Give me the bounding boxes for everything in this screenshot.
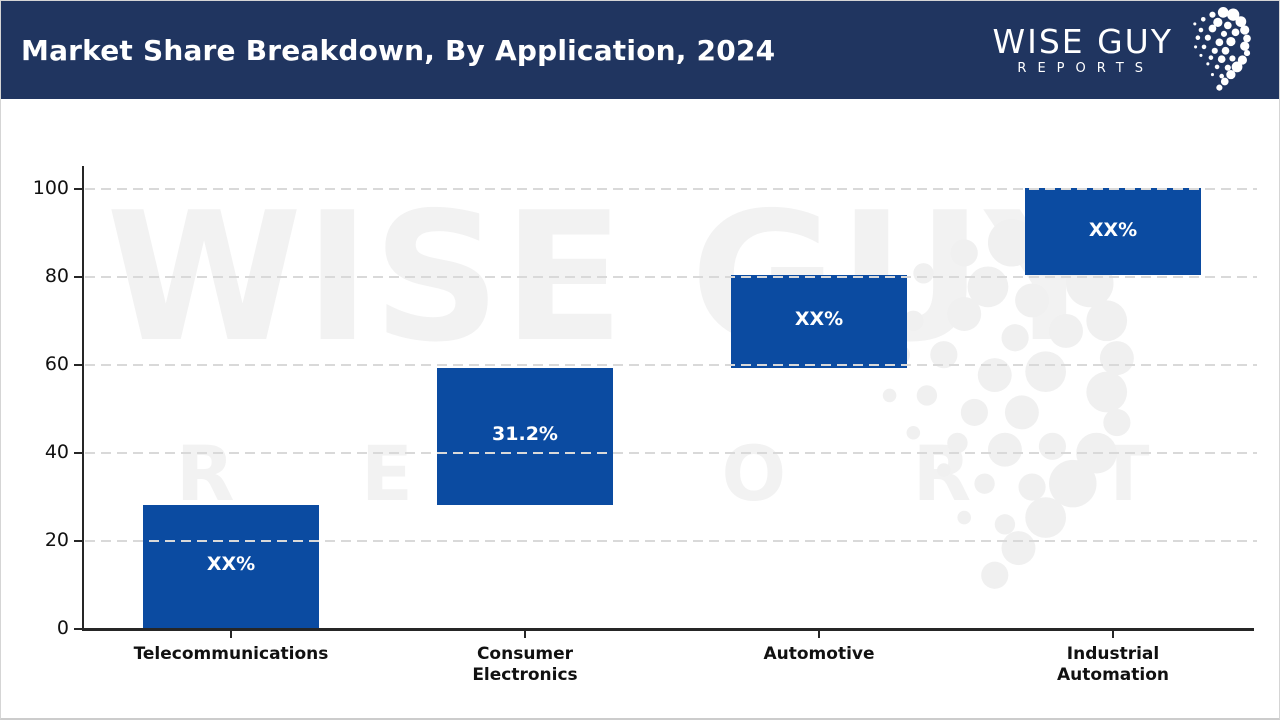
y-tick-label: 100 (32, 177, 69, 199)
brand-name: WISE GUY (992, 21, 1173, 61)
x-category-label: Automation (1057, 665, 1169, 685)
waterfall-chart: WISE GUY R E P O R T S (1, 99, 1279, 718)
bar-value-label: XX% (1088, 218, 1138, 241)
y-tick-mark (74, 452, 82, 454)
y-tick-mark (74, 276, 82, 278)
gridline (85, 188, 1257, 190)
bar-industrial-automation (1025, 188, 1201, 276)
gridline (85, 452, 1257, 454)
x-tick-mark (818, 631, 820, 638)
bar-telecommunications (143, 504, 319, 628)
x-category-label: Electronics (472, 665, 578, 685)
gridline (85, 540, 1257, 542)
y-tick-mark (74, 188, 82, 190)
x-category-label: Industrial (1066, 644, 1160, 664)
y-tick-label: 0 (56, 617, 69, 639)
x-category-label: Telecommunications (133, 644, 329, 664)
x-tick-mark (1112, 631, 1114, 638)
y-tick-label: 20 (44, 529, 69, 551)
bar-value-label: XX% (794, 308, 844, 331)
brand-logo-text: WISE GUY REPORTS (992, 21, 1173, 76)
header-bar: Market Share Breakdown, By Application, … (1, 1, 1279, 99)
bar-consumer-electronics (437, 367, 613, 505)
bar-value-label: 31.2% (492, 423, 558, 446)
brand-subtitle: REPORTS (1017, 60, 1155, 76)
gridline (85, 276, 1257, 278)
x-tick-mark (524, 631, 526, 638)
brand-logo: WISE GUY REPORTS (992, 7, 1253, 93)
x-category-label: Automotive (763, 644, 875, 664)
y-tick-label: 40 (44, 441, 69, 463)
brand-face-icon (1193, 7, 1251, 91)
x-axis-line (82, 628, 1254, 631)
y-axis-line (82, 166, 84, 631)
x-tick-mark (230, 631, 232, 638)
y-tick-mark (74, 540, 82, 542)
gridline (85, 364, 1257, 366)
bar-automotive (731, 275, 907, 368)
page-title: Market Share Breakdown, By Application, … (21, 33, 776, 67)
y-tick-mark (74, 364, 82, 366)
y-tick-label: 60 (44, 353, 69, 375)
y-tick-label: 80 (44, 265, 69, 287)
y-tick-mark (74, 628, 82, 630)
x-category-label: Consumer (476, 644, 574, 664)
bar-value-label: XX% (206, 553, 256, 576)
